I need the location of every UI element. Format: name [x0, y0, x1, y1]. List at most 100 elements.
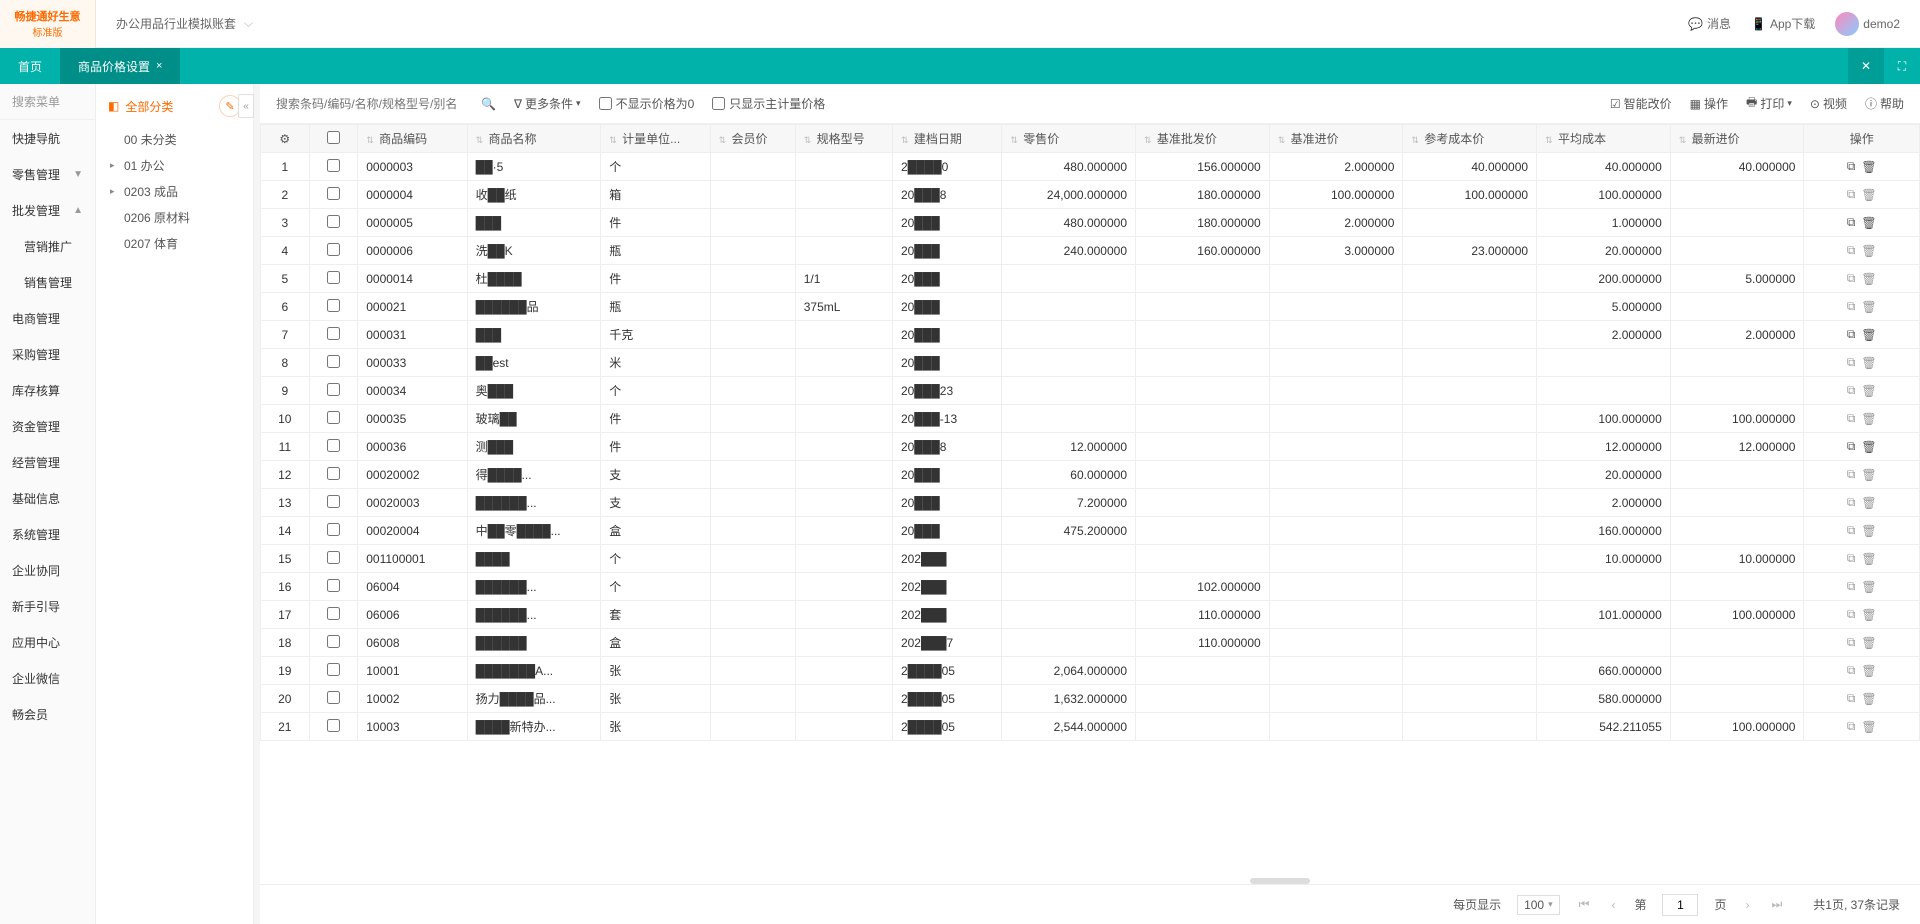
table-row[interactable]: 1606004██████...个202███102.000000⧉🗑	[261, 573, 1920, 601]
copy-icon[interactable]: ⧉	[1847, 663, 1856, 678]
sidebar-item[interactable]: 批发管理▲	[0, 192, 95, 228]
table-row[interactable]: 10000003██·5个2████0480.000000156.0000002…	[261, 153, 1920, 181]
first-page-button[interactable]: ⏮	[1576, 897, 1593, 912]
column-header[interactable]: ⇅ 会员价	[710, 125, 795, 153]
column-header[interactable]: ⇅ 最新进价	[1670, 125, 1804, 153]
column-header[interactable]: ⇅ 规格型号	[795, 125, 892, 153]
delete-icon[interactable]: 🗑	[1861, 468, 1876, 482]
copy-icon[interactable]: ⧉	[1847, 327, 1856, 342]
row-checkbox[interactable]	[327, 579, 340, 592]
close-tabs-button[interactable]: ✕	[1848, 48, 1884, 84]
copy-icon[interactable]: ⧉	[1847, 607, 1856, 622]
sort-icon[interactable]: ⇅	[1545, 135, 1553, 145]
row-checkbox[interactable]	[327, 719, 340, 732]
delete-icon[interactable]: 🗑	[1861, 440, 1876, 454]
fullscreen-button[interactable]: ⛶	[1884, 48, 1920, 84]
search-box[interactable]: 🔍	[276, 97, 496, 111]
sidebar-item[interactable]: 电商管理	[0, 300, 95, 336]
category-item[interactable]: ▸0203 成品	[96, 178, 253, 204]
table-row[interactable]: 30000005███件20███480.000000180.0000002.0…	[261, 209, 1920, 237]
table-row[interactable]: 9000034奥███个20███23⧉🗑	[261, 377, 1920, 405]
table-row[interactable]: 1400020004中██零████...盒20███475.200000160…	[261, 517, 1920, 545]
sort-icon[interactable]: ⇅	[1278, 135, 1286, 145]
logo[interactable]: 畅捷通好生意 标准版	[0, 0, 96, 48]
sidebar-item[interactable]: 畅会员	[0, 696, 95, 732]
messages-button[interactable]: 💬 消息	[1688, 15, 1731, 32]
delete-icon[interactable]: 🗑	[1861, 412, 1876, 426]
copy-icon[interactable]: ⧉	[1847, 383, 1856, 398]
tab-home[interactable]: 首页	[0, 48, 60, 84]
delete-icon[interactable]: 🗑	[1861, 356, 1876, 370]
copy-icon[interactable]: ⧉	[1847, 523, 1856, 538]
collapse-pane-button[interactable]: «	[238, 94, 254, 118]
table-row[interactable]: 1706006██████...套202███110.000000101.000…	[261, 601, 1920, 629]
expand-icon[interactable]: ▸	[110, 160, 115, 171]
hide-zero-price-checkbox[interactable]: 不显示价格为0	[599, 95, 695, 112]
row-checkbox[interactable]	[327, 607, 340, 620]
row-checkbox[interactable]	[327, 411, 340, 424]
table-row[interactable]: 50000014杜████件1/120███200.0000005.000000…	[261, 265, 1920, 293]
sidebar-item[interactable]: 基础信息	[0, 480, 95, 516]
delete-icon[interactable]: 🗑	[1861, 244, 1876, 258]
sort-icon[interactable]: ⇅	[609, 135, 617, 145]
copy-icon[interactable]: ⧉	[1847, 243, 1856, 258]
table-row[interactable]: 10000035玻璃██件20███-13100.000000100.00000…	[261, 405, 1920, 433]
operations-button[interactable]: ▦ 操作	[1690, 95, 1728, 112]
category-title[interactable]: 全部分类	[125, 98, 173, 115]
sort-icon[interactable]: ⇅	[719, 135, 727, 145]
sort-icon[interactable]: ⇅	[1679, 135, 1687, 145]
sidebar-item[interactable]: 快捷导航	[0, 120, 95, 156]
row-checkbox[interactable]	[327, 691, 340, 704]
copy-icon[interactable]: ⧉	[1847, 719, 1856, 734]
search-input[interactable]	[276, 97, 475, 111]
copy-icon[interactable]: ⧉	[1847, 355, 1856, 370]
sidebar-item[interactable]: 营销推广	[0, 228, 95, 264]
prev-page-button[interactable]: ‹	[1608, 898, 1618, 912]
main-unit-only-checkbox[interactable]: 只显示主计量价格	[712, 95, 825, 112]
table-row[interactable]: 1806008██████盒202███7110.000000⧉🗑	[261, 629, 1920, 657]
row-checkbox[interactable]	[327, 663, 340, 676]
close-icon[interactable]: ×	[156, 60, 162, 72]
table-row[interactable]: 2010002扬力████品...张2████051,632.000000580…	[261, 685, 1920, 713]
row-checkbox[interactable]	[327, 187, 340, 200]
sidebar-item[interactable]: 资金管理	[0, 408, 95, 444]
category-item[interactable]: ▸01 办公	[96, 152, 253, 178]
user-menu[interactable]: demo2	[1835, 12, 1900, 36]
category-item[interactable]: 00 未分类	[96, 126, 253, 152]
next-page-button[interactable]: ›	[1742, 898, 1752, 912]
sidebar-item[interactable]: 新手引导	[0, 588, 95, 624]
row-checkbox[interactable]	[327, 439, 340, 452]
column-header[interactable]: ⇅ 建档日期	[892, 125, 1001, 153]
delete-icon[interactable]: 🗑	[1861, 580, 1876, 594]
row-checkbox[interactable]	[327, 327, 340, 340]
sidebar-item[interactable]: 采购管理	[0, 336, 95, 372]
last-page-button[interactable]: ⏭	[1768, 897, 1785, 912]
delete-icon[interactable]: 🗑	[1861, 216, 1876, 230]
workspace-selector[interactable]: 办公用品行业模拟账套 ⌵	[116, 15, 253, 32]
row-checkbox[interactable]	[327, 551, 340, 564]
delete-icon[interactable]: 🗑	[1861, 524, 1876, 538]
column-header[interactable]: 操作	[1804, 125, 1920, 153]
scroll-handle[interactable]	[1250, 878, 1310, 884]
table-row[interactable]: 20000004收██纸箱20███824,000.000000180.0000…	[261, 181, 1920, 209]
category-item[interactable]: 0206 原材料	[96, 204, 253, 230]
delete-icon[interactable]: 🗑	[1861, 160, 1876, 174]
copy-icon[interactable]: ⧉	[1847, 439, 1856, 454]
copy-icon[interactable]: ⧉	[1847, 215, 1856, 230]
column-header[interactable]: ⚙	[261, 125, 310, 153]
row-checkbox[interactable]	[327, 635, 340, 648]
sort-icon[interactable]: ⇅	[476, 135, 484, 145]
row-checkbox[interactable]	[327, 523, 340, 536]
delete-icon[interactable]: 🗑	[1861, 552, 1876, 566]
table-row[interactable]: 11000036测███件20███812.00000012.00000012.…	[261, 433, 1920, 461]
column-header[interactable]: ⇅ 基准批发价	[1136, 125, 1270, 153]
table-row[interactable]: 7000031███千克20███2.0000002.000000⧉🗑	[261, 321, 1920, 349]
tab-price-settings[interactable]: 商品价格设置 ×	[60, 48, 180, 84]
sidebar-item[interactable]: 销售管理	[0, 264, 95, 300]
sort-icon[interactable]: ⇅	[804, 135, 812, 145]
column-header[interactable]	[309, 125, 358, 153]
app-download-button[interactable]: 📱 App下载	[1751, 15, 1815, 32]
delete-icon[interactable]: 🗑	[1861, 692, 1876, 706]
hide-zero-price-input[interactable]	[599, 97, 612, 110]
copy-icon[interactable]: ⧉	[1847, 299, 1856, 314]
